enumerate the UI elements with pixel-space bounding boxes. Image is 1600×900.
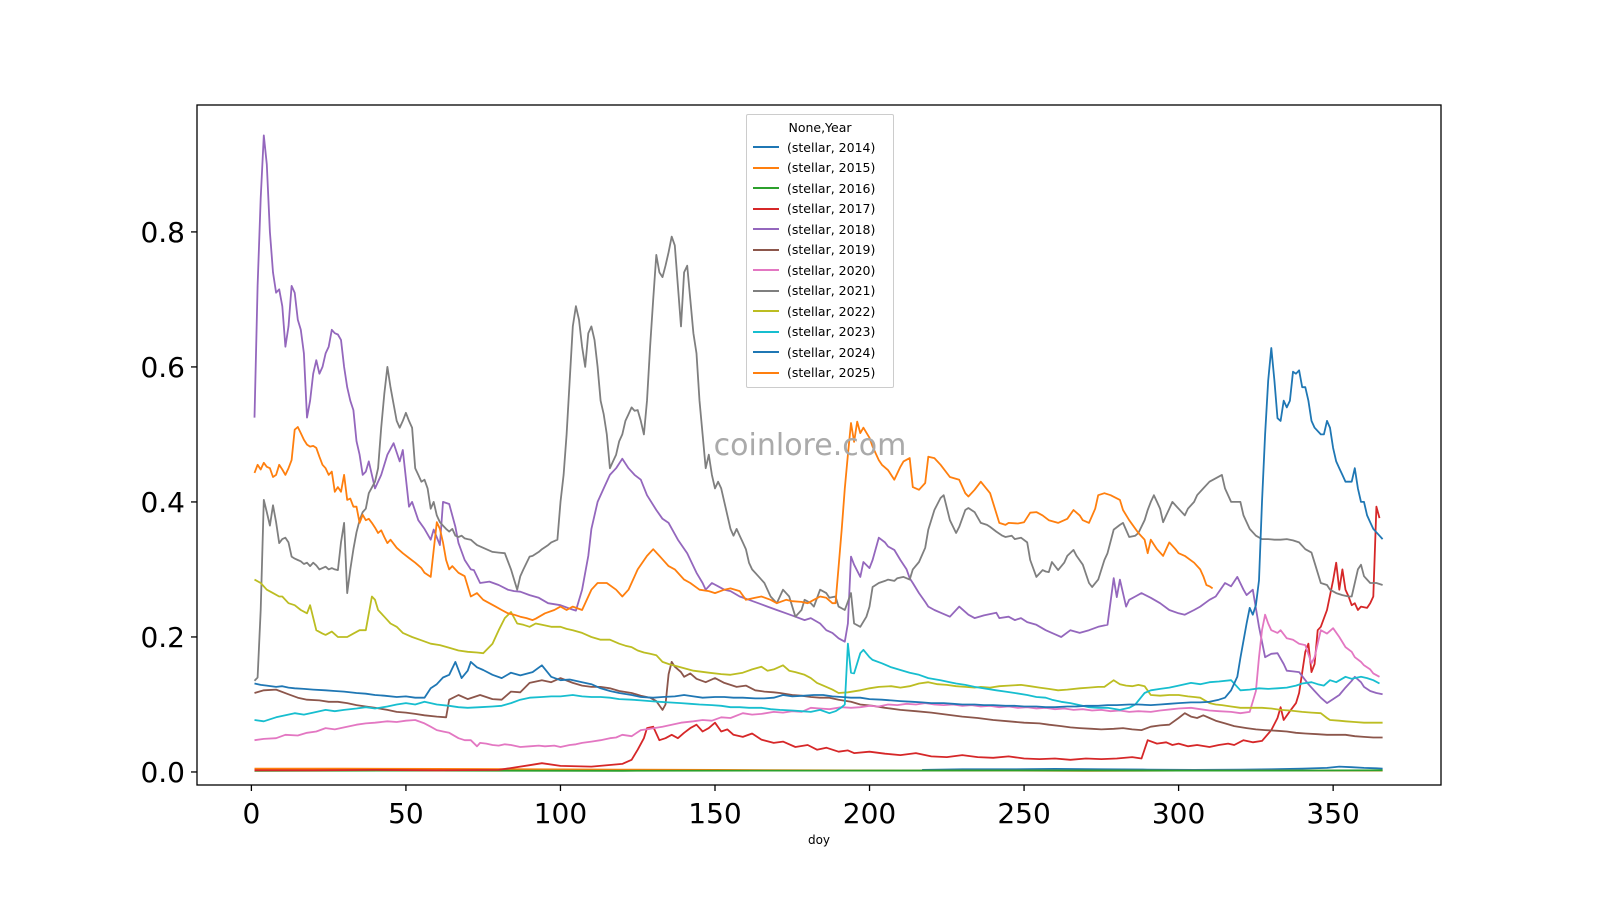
legend-item: (stellar, 2016) — [753, 178, 887, 199]
legend-label: (stellar, 2019) — [787, 242, 876, 258]
x-tick-label: 200 — [843, 797, 896, 830]
legend-line-swatch — [753, 187, 779, 190]
legend-item: (stellar, 2014) — [753, 137, 887, 158]
legend-item: (stellar, 2018) — [753, 219, 887, 240]
legend-label: (stellar, 2021) — [787, 283, 876, 299]
watermark: coinlore.com — [714, 428, 907, 463]
legend-item: (stellar, 2025) — [753, 363, 887, 384]
legend-label: (stellar, 2017) — [787, 201, 876, 217]
legend-item: (stellar, 2020) — [753, 260, 887, 281]
legend-item: (stellar, 2015) — [753, 158, 887, 179]
y-tick-label: 0.0 — [140, 756, 185, 789]
legend-line-swatch — [753, 248, 779, 251]
series-group — [253, 134, 1384, 772]
legend-label: (stellar, 2022) — [787, 303, 876, 319]
x-axis-label: doy — [808, 833, 830, 847]
legend-item: (stellar, 2017) — [753, 199, 887, 220]
legend-line-swatch — [753, 351, 779, 354]
legend-label: (stellar, 2015) — [787, 160, 876, 176]
y-tick-label: 0.2 — [140, 621, 185, 654]
y-tick-label: 0.6 — [140, 351, 185, 384]
y-tick-label: 0.4 — [140, 486, 185, 519]
legend-title: None,Year — [788, 120, 852, 135]
legend-line-swatch — [753, 269, 779, 272]
legend-line-swatch — [753, 207, 779, 210]
plot-frame — [196, 104, 1442, 786]
legend-item: (stellar, 2023) — [753, 322, 887, 343]
legend-line-swatch — [753, 310, 779, 313]
legend-label: (stellar, 2018) — [787, 221, 876, 237]
x-tick-label: 300 — [1152, 797, 1205, 830]
y-tick-label: 0.8 — [140, 216, 185, 249]
x-tick-label: 150 — [688, 797, 741, 830]
legend-label: (stellar, 2025) — [787, 365, 876, 381]
series-line-(stellar, 2024) — [254, 347, 1384, 709]
series-line-(stellar, 2020) — [254, 613, 1380, 748]
series-line-(stellar, 2022) — [254, 578, 1383, 724]
x-tick-label: 0 — [242, 797, 260, 830]
legend-rows: (stellar, 2014) (stellar, 2015) (stellar, … — [753, 137, 887, 383]
legend-item: (stellar, 2019) — [753, 240, 887, 261]
legend-label: (stellar, 2014) — [787, 139, 876, 155]
legend-label: (stellar, 2016) — [787, 180, 876, 196]
legend-label: (stellar, 2020) — [787, 262, 876, 278]
x-tick-label: 350 — [1306, 797, 1359, 830]
legend-box: None,Year (stellar, 2014) (stellar, 2015)… — [746, 114, 894, 388]
axis-ticks-group: 0 50 100 150 200 250 300 350 0.0 0.2 0.4 0.6 0.8 — [140, 216, 1359, 830]
legend-line-swatch — [753, 146, 779, 149]
series-line-(stellar, 2014) — [922, 765, 1383, 771]
series-line-(stellar, 2017) — [254, 505, 1381, 772]
series-line-(stellar, 2023) — [254, 642, 1380, 723]
legend-item: (stellar, 2024) — [753, 342, 887, 363]
legend-label: (stellar, 2024) — [787, 344, 876, 360]
legend-label: (stellar, 2023) — [787, 324, 876, 340]
series-line-(stellar, 2025) — [253, 420, 1214, 621]
legend-line-swatch — [753, 330, 779, 333]
legend-line-swatch — [753, 289, 779, 292]
legend-line-swatch — [753, 228, 779, 231]
legend-item: (stellar, 2021) — [753, 281, 887, 302]
x-tick-label: 250 — [997, 797, 1050, 830]
x-tick-label: 100 — [534, 797, 587, 830]
series-line-(stellar, 2019) — [254, 661, 1383, 739]
x-tick-label: 50 — [388, 797, 424, 830]
series-line-(stellar, 2021) — [253, 235, 1383, 682]
legend-line-swatch — [753, 166, 779, 169]
legend-item: (stellar, 2022) — [753, 301, 887, 322]
legend-line-swatch — [753, 371, 779, 374]
